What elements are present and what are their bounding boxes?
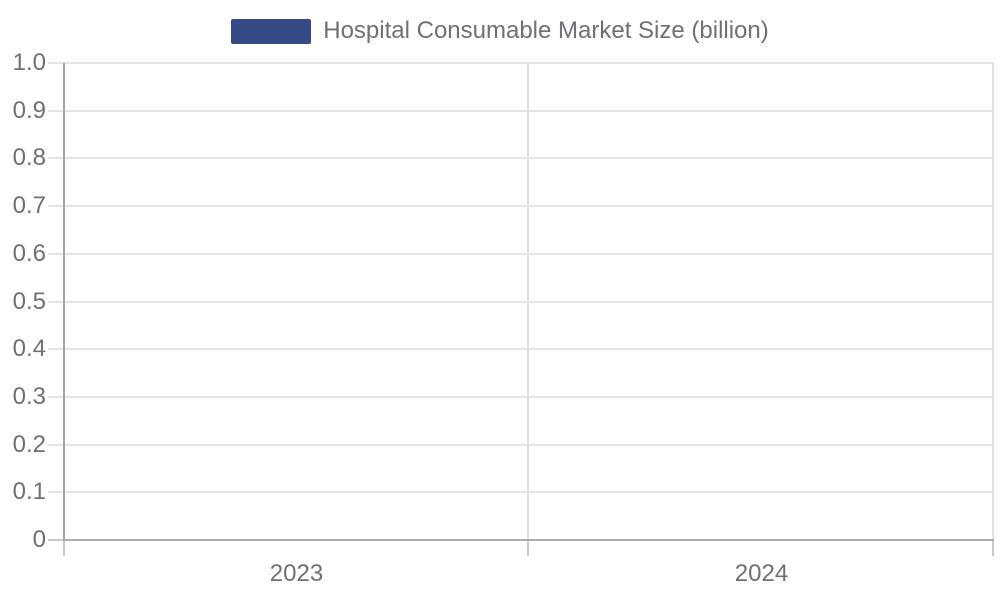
gridline-y-0.2 <box>48 443 994 446</box>
y-axis-label-0.1: 0.1 <box>12 478 46 506</box>
legend-swatch <box>231 18 312 44</box>
gridline-category-boundary-1 <box>527 63 529 540</box>
gridline-y-1.0 <box>48 62 994 64</box>
y-axis-label-0.8: 0.8 <box>12 144 46 172</box>
legend: Hospital Consumable Market Size (billion… <box>0 17 1000 45</box>
y-axis-tick-0 <box>48 539 64 541</box>
x-axis-tick-2 <box>992 540 994 556</box>
gridline-y-0.4 <box>48 348 994 351</box>
legend-label: Hospital Consumable Market Size (billion… <box>323 17 769 44</box>
x-axis-tick-1 <box>527 540 529 556</box>
gridline-y-0.5 <box>48 300 994 303</box>
legend-item-hospital-consumable[interactable]: Hospital Consumable Market Size (billion… <box>231 17 769 45</box>
gridline-category-boundary-2 <box>992 63 994 540</box>
x-axis-label-2023: 2023 <box>269 560 324 587</box>
y-axis-label-0.3: 0.3 <box>12 382 46 410</box>
y-axis-label-0.2: 0.2 <box>12 430 46 458</box>
x-axis-line <box>64 539 994 541</box>
gridline-y-0.9 <box>48 109 994 112</box>
y-axis-label-1.0: 1.0 <box>12 49 46 76</box>
y-axis-label-0.7: 0.7 <box>12 192 46 220</box>
gridline-y-0.1 <box>48 491 994 494</box>
y-axis-label-0.5: 0.5 <box>12 287 46 315</box>
gridline-y-0.6 <box>48 252 994 255</box>
y-axis-line <box>63 63 65 541</box>
gridline-y-0.7 <box>48 205 994 208</box>
y-axis-label-0.9: 0.9 <box>12 96 46 124</box>
x-axis-tick-0 <box>63 540 65 556</box>
y-axis-label-0.6: 0.6 <box>12 239 46 267</box>
gridline-y-0.8 <box>48 157 994 160</box>
plot-area <box>48 62 994 556</box>
y-axis-label-0: 0 <box>32 526 46 553</box>
y-axis-label-0.4: 0.4 <box>12 335 46 363</box>
x-axis-label-2024: 2024 <box>734 560 789 587</box>
gridline-y-0.3 <box>48 395 994 398</box>
